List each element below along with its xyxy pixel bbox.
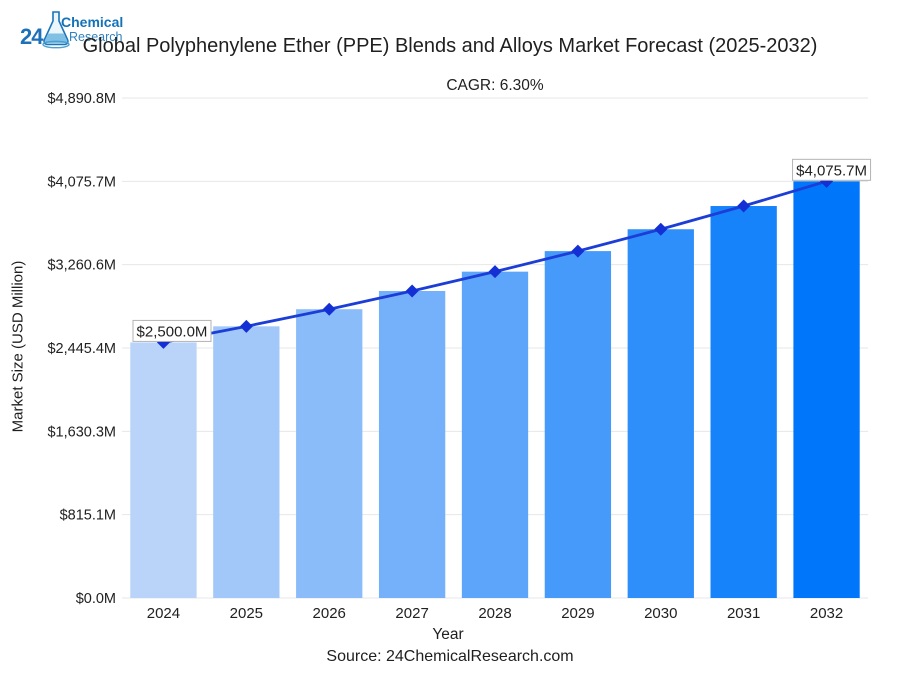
bar-2025 [213, 326, 280, 598]
bar-2026 [296, 309, 363, 598]
x-tick-label: 2027 [395, 605, 428, 622]
annotation-box-2024 [132, 319, 212, 342]
y-tick-label: $2,445.4M [47, 341, 116, 357]
bar-2030 [627, 229, 694, 599]
y-tick-label: $4,075.7M [47, 174, 116, 190]
marker-2031 [737, 199, 751, 213]
bar-2024 [130, 342, 197, 598]
x-tick-label: 2032 [810, 605, 843, 622]
marker-2030 [654, 222, 668, 236]
company-logo: 24 Chemical Research [20, 10, 140, 54]
x-tick-label: 2025 [230, 605, 263, 622]
x-tick-label: 2031 [727, 605, 760, 622]
annotation-box-2032 [792, 158, 872, 181]
x-tick-label: 2028 [478, 605, 511, 622]
y-tick-label: $3,260.6M [47, 258, 116, 274]
y-tick-label: $815.1M [60, 508, 116, 524]
annotation-label-2024: $2,500.0M [137, 323, 208, 340]
y-tick-label: $0.0M [76, 591, 116, 607]
logo-24-text: 24 [20, 24, 44, 49]
y-tick-label: $1,630.3M [47, 424, 116, 440]
x-axis-title: Year [432, 626, 464, 643]
marker-2027 [405, 284, 419, 298]
chart-title: Global Polyphenylene Ether (PPE) Blends … [82, 35, 818, 57]
bar-2031 [710, 206, 777, 598]
bar-2032 [793, 181, 860, 598]
bar-2029 [544, 251, 612, 598]
source-attribution: Source: 24ChemicalResearch.com [326, 648, 574, 665]
marker-2029 [571, 244, 585, 258]
marker-2026 [322, 302, 336, 316]
x-tick-label: 2026 [313, 605, 346, 622]
logo-line1: Chemical [61, 14, 124, 30]
x-tick-label: 2024 [147, 605, 180, 622]
x-tick-label: 2030 [644, 605, 677, 622]
y-tick-label: $4,890.8M [47, 91, 116, 107]
x-tick-label: 2029 [561, 605, 594, 622]
marker-2025 [239, 319, 253, 333]
bar-2027 [378, 291, 446, 598]
marker-2028 [488, 265, 502, 279]
logo-line2: Research [69, 30, 123, 44]
annotation-label-2032: $4,075.7M [796, 162, 867, 179]
bar-2028 [461, 271, 529, 598]
flask-icon [42, 11, 70, 49]
chart-subtitle-cagr: CAGR: 6.30% [446, 77, 544, 94]
